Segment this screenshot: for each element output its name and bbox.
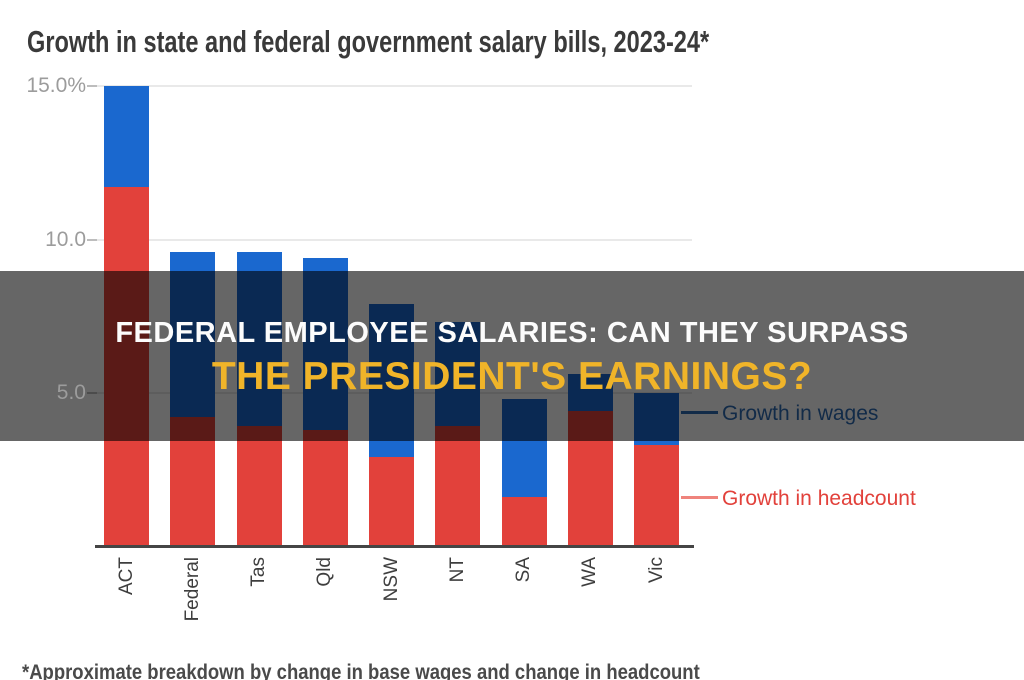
gridline-15 xyxy=(95,85,692,88)
x-tick-label-Vic: Vic xyxy=(645,557,667,584)
legend-headcount-label: Growth in headcount xyxy=(722,487,916,510)
x-tick-label-NSW: NSW xyxy=(380,557,402,602)
x-tick-label-NT: NT xyxy=(446,557,468,583)
legend-headcount-line xyxy=(681,496,718,499)
bar-NSW-headcount-segment xyxy=(369,457,414,546)
banner-title-line2: THE PRESIDENT'S EARNINGS? xyxy=(211,355,813,398)
y-tick-label-5: 5.0 xyxy=(56,380,86,404)
bar-NT-headcount-segment xyxy=(435,426,481,546)
x-tick-label-ACT: ACT xyxy=(115,557,137,595)
footnote: *Approximate breakdown by change in base… xyxy=(22,661,700,680)
bar-SA-headcount-segment xyxy=(501,496,547,546)
bar-ACT-wages-segment xyxy=(104,86,149,188)
y-tick-mark-10 xyxy=(87,238,97,241)
x-tick-label-Qld: Qld xyxy=(314,557,336,587)
bar-Qld-headcount-segment xyxy=(302,429,348,546)
x-tick-label-Federal: Federal xyxy=(181,557,203,622)
y-tick-mark-15 xyxy=(87,85,97,88)
x-axis-line xyxy=(95,545,694,548)
bar-Tas-headcount-segment xyxy=(236,426,282,546)
bar-Vic-headcount-segment xyxy=(634,444,679,546)
gridline-10 xyxy=(95,238,692,241)
banner-title-line1: FEDERAL EMPLOYEE SALARIES: CAN THEY SURP… xyxy=(115,317,909,349)
x-tick-label-SA: SA xyxy=(513,557,534,583)
y-tick-label-15: 15.0% xyxy=(26,74,86,98)
y-tick-label-10: 10.0 xyxy=(45,227,86,251)
x-tick-label-WA: WA xyxy=(579,557,601,587)
chart-title: Growth in state and federal government s… xyxy=(27,24,710,59)
dark-overlay-band xyxy=(0,271,1024,441)
x-tick-label-Tas: Tas xyxy=(248,557,269,587)
